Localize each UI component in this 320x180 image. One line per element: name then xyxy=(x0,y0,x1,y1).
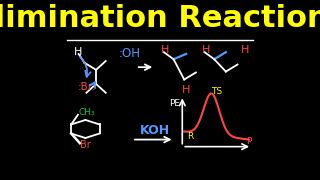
Text: PE: PE xyxy=(169,99,180,108)
Text: KOH: KOH xyxy=(140,124,170,137)
Text: H: H xyxy=(202,44,210,55)
Text: H: H xyxy=(161,44,169,55)
Text: :OH: :OH xyxy=(118,47,140,60)
Text: H: H xyxy=(74,47,82,57)
Text: H: H xyxy=(182,85,191,95)
Text: Br: Br xyxy=(80,140,91,150)
Text: Elimination Reactions: Elimination Reactions xyxy=(0,4,320,33)
Text: :Br:: :Br: xyxy=(78,82,96,93)
Text: R: R xyxy=(187,132,193,141)
Text: P: P xyxy=(246,137,252,146)
Text: TS: TS xyxy=(211,87,222,96)
Text: CH₃: CH₃ xyxy=(78,109,95,118)
Text: H: H xyxy=(240,44,249,55)
